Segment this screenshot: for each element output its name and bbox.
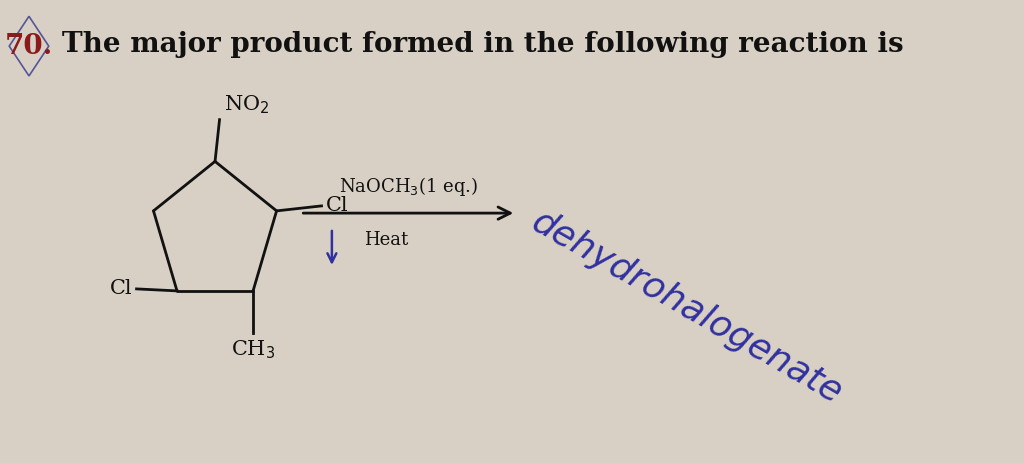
Text: CH$_3$: CH$_3$	[230, 338, 275, 361]
Text: dehydrohalogenate: dehydrohalogenate	[525, 205, 848, 411]
Text: NO$_2$: NO$_2$	[224, 93, 269, 116]
Text: Cl: Cl	[326, 196, 348, 215]
Text: The major product formed in the following reaction is: The major product formed in the followin…	[62, 31, 904, 57]
Text: 70.: 70.	[5, 32, 53, 60]
Text: NaOCH$_3$(1 eq.): NaOCH$_3$(1 eq.)	[339, 175, 478, 198]
Text: Cl: Cl	[110, 279, 132, 298]
Text: Heat: Heat	[364, 231, 408, 249]
